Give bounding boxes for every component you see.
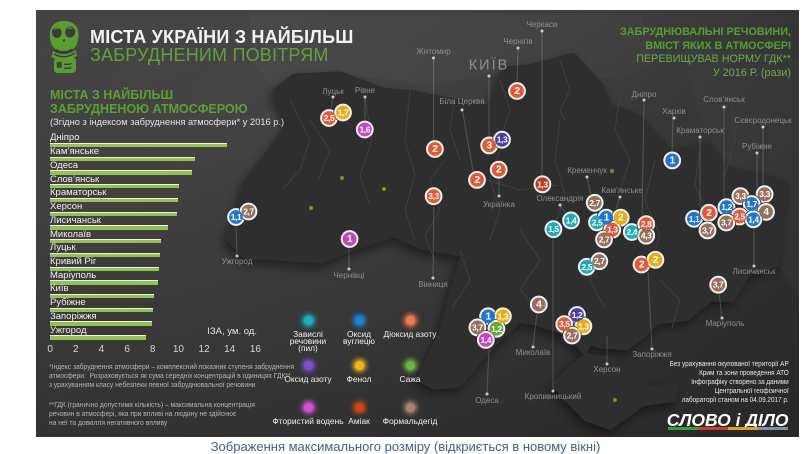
svg-text:1,4: 1,4 xyxy=(748,214,759,224)
svg-text:3,7: 3,7 xyxy=(472,322,483,332)
svg-text:3,5: 3,5 xyxy=(559,319,570,329)
svg-text:Маріуполь: Маріуполь xyxy=(706,319,745,328)
svg-text:1: 1 xyxy=(485,311,491,322)
svg-text:3,3: 3,3 xyxy=(428,191,439,201)
svg-text:1,3: 1,3 xyxy=(607,225,618,235)
svg-text:Херсон: Херсон xyxy=(593,365,620,374)
svg-text:Олександрія: Олександрія xyxy=(537,194,584,203)
svg-text:1: 1 xyxy=(670,155,676,166)
svg-text:2: 2 xyxy=(474,175,480,186)
svg-text:2,5: 2,5 xyxy=(592,217,603,227)
svg-text:1,6: 1,6 xyxy=(359,125,370,135)
svg-text:Біла Церква: Біла Церква xyxy=(439,97,485,106)
svg-text:2,4: 2,4 xyxy=(626,227,637,237)
svg-text:4,3: 4,3 xyxy=(641,231,652,241)
svg-text:Житомир: Житомир xyxy=(416,47,451,56)
svg-text:Луцьк: Луцьк xyxy=(322,87,344,96)
svg-text:2: 2 xyxy=(432,144,438,155)
svg-text:1,2: 1,2 xyxy=(721,202,732,212)
svg-text:2,7: 2,7 xyxy=(589,198,600,208)
svg-text:1: 1 xyxy=(604,213,610,224)
svg-text:2: 2 xyxy=(618,213,624,224)
svg-text:1,2: 1,2 xyxy=(491,324,502,334)
svg-text:1,3: 1,3 xyxy=(578,321,589,331)
svg-text:4: 4 xyxy=(536,300,542,311)
svg-text:2,5: 2,5 xyxy=(581,262,592,272)
svg-text:1,2: 1,2 xyxy=(572,310,583,320)
svg-text:2,7: 2,7 xyxy=(567,331,578,341)
svg-text:2,5: 2,5 xyxy=(734,212,745,222)
svg-text:Харків: Харків xyxy=(662,107,686,116)
svg-text:Рівне: Рівне xyxy=(355,86,376,95)
svg-text:2: 2 xyxy=(496,165,502,176)
svg-text:Кропивницький: Кропивницький xyxy=(525,392,582,401)
svg-text:Українка: Українка xyxy=(483,200,515,209)
svg-text:3,7: 3,7 xyxy=(702,225,713,235)
svg-text:Чернівці: Чернівці xyxy=(333,271,364,280)
svg-text:2,5: 2,5 xyxy=(324,113,335,123)
svg-text:2: 2 xyxy=(653,255,659,266)
svg-text:Вінниця: Вінниця xyxy=(418,280,447,289)
svg-text:Черкаси: Черкаси xyxy=(527,20,558,29)
svg-text:1: 1 xyxy=(347,234,353,245)
svg-text:1,3: 1,3 xyxy=(497,135,508,145)
svg-text:4: 4 xyxy=(763,207,769,218)
svg-text:2,7: 2,7 xyxy=(594,256,605,266)
svg-text:3: 3 xyxy=(487,140,493,151)
svg-text:Краматорськ: Краматорськ xyxy=(676,126,724,135)
svg-text:Кам’янське: Кам’янське xyxy=(601,186,643,195)
svg-text:1,3: 1,3 xyxy=(498,311,509,321)
svg-text:1,7: 1,7 xyxy=(746,199,757,209)
svg-text:Ужгород: Ужгород xyxy=(222,257,253,266)
svg-text:Кременчук: Кременчук xyxy=(567,166,607,175)
svg-text:3,3: 3,3 xyxy=(735,191,746,201)
svg-text:КИЇВ: КИЇВ xyxy=(469,57,510,74)
svg-text:2,8: 2,8 xyxy=(641,219,652,229)
svg-text:2: 2 xyxy=(706,208,712,219)
svg-text:1,4: 1,4 xyxy=(480,335,491,345)
svg-text:2: 2 xyxy=(639,260,645,271)
svg-text:Миколаїв: Миколаїв xyxy=(516,348,551,357)
svg-text:Сєвєродонецьк: Сєвєродонецьк xyxy=(734,116,792,125)
svg-text:Дніпро: Дніпро xyxy=(632,90,657,99)
svg-text:1,1: 1,1 xyxy=(689,214,700,224)
svg-text:Рубіжне: Рубіжне xyxy=(742,142,773,151)
svg-text:1,4: 1,4 xyxy=(566,215,577,225)
svg-text:1,5: 1,5 xyxy=(548,224,559,234)
svg-text:1,3: 1,3 xyxy=(537,179,548,189)
svg-text:3,7: 3,7 xyxy=(713,280,724,290)
svg-text:3,3: 3,3 xyxy=(759,189,770,199)
svg-text:Одеса: Одеса xyxy=(475,396,499,405)
svg-text:Лисичанськ: Лисичанськ xyxy=(733,267,776,276)
svg-text:1,7: 1,7 xyxy=(338,108,349,118)
svg-text:Чернігів: Чернігів xyxy=(503,37,532,46)
svg-text:Запоріжжя: Запоріжжя xyxy=(632,350,671,359)
svg-text:1,1: 1,1 xyxy=(231,212,242,222)
svg-text:3,7: 3,7 xyxy=(721,218,732,228)
svg-text:2,7: 2,7 xyxy=(243,207,254,217)
svg-text:2: 2 xyxy=(514,86,520,97)
svg-text:2,7: 2,7 xyxy=(599,234,610,244)
svg-text:Слов’янськ: Слов’янськ xyxy=(703,95,745,104)
